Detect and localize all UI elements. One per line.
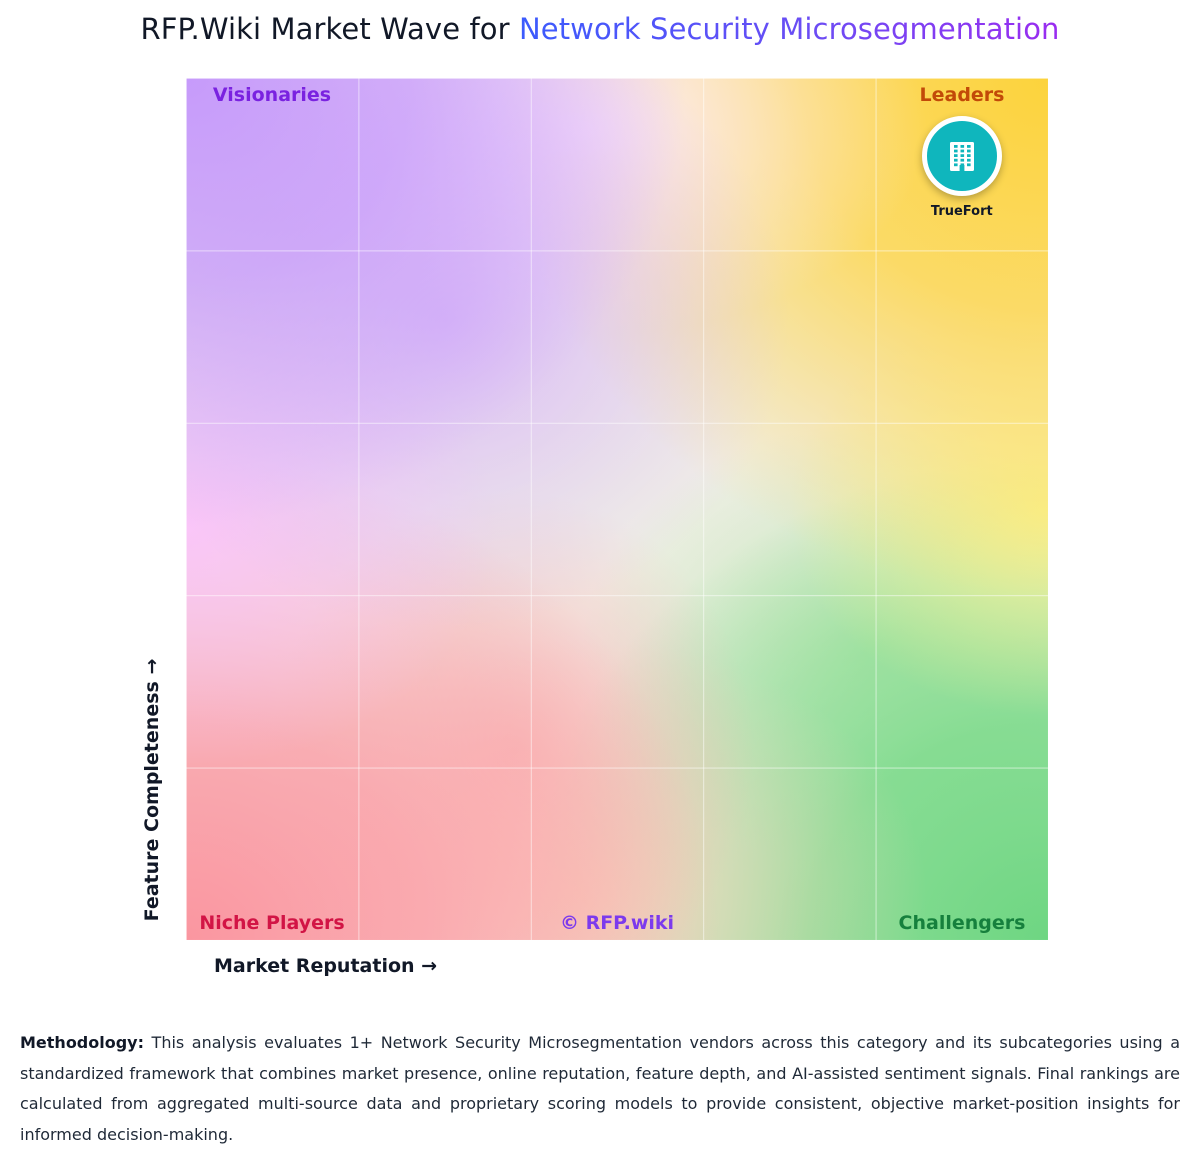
quadrant-label-niche-players: Niche Players bbox=[199, 912, 345, 934]
chart-title-prefix: RFP.Wiki Market Wave for bbox=[140, 12, 519, 46]
vendor-point[interactable]: TrueFort bbox=[902, 115, 1022, 226]
y-axis-label: Feature Completeness → bbox=[141, 658, 163, 922]
x-axis-label: Market Reputation → bbox=[214, 955, 438, 977]
quadrant-label-challengers: Challengers bbox=[898, 912, 1026, 934]
chart-title-category: Network Security Microsegmentation bbox=[518, 12, 1060, 46]
quadrant-label-leaders: Leaders bbox=[919, 84, 1005, 106]
vendor-name-label: TrueFort bbox=[930, 203, 993, 219]
quadrant-plot: Visionaries Leaders Niche Players Challe… bbox=[186, 78, 1048, 940]
methodology-body: This analysis evaluates 1+ Network Secur… bbox=[20, 1033, 1180, 1144]
watermark: © RFP.wiki bbox=[559, 912, 675, 934]
chart-title: RFP.Wiki Market Wave for Network Securit… bbox=[0, 12, 1200, 46]
building-icon bbox=[949, 141, 974, 171]
methodology-label: Methodology: bbox=[20, 1033, 145, 1052]
vendor-logo-marker[interactable] bbox=[921, 115, 1002, 196]
plot-grid bbox=[186, 78, 1048, 940]
methodology-text: Methodology: This analysis evaluates 1+ … bbox=[20, 1028, 1180, 1150]
quadrant-label-visionaries: Visionaries bbox=[212, 84, 332, 106]
